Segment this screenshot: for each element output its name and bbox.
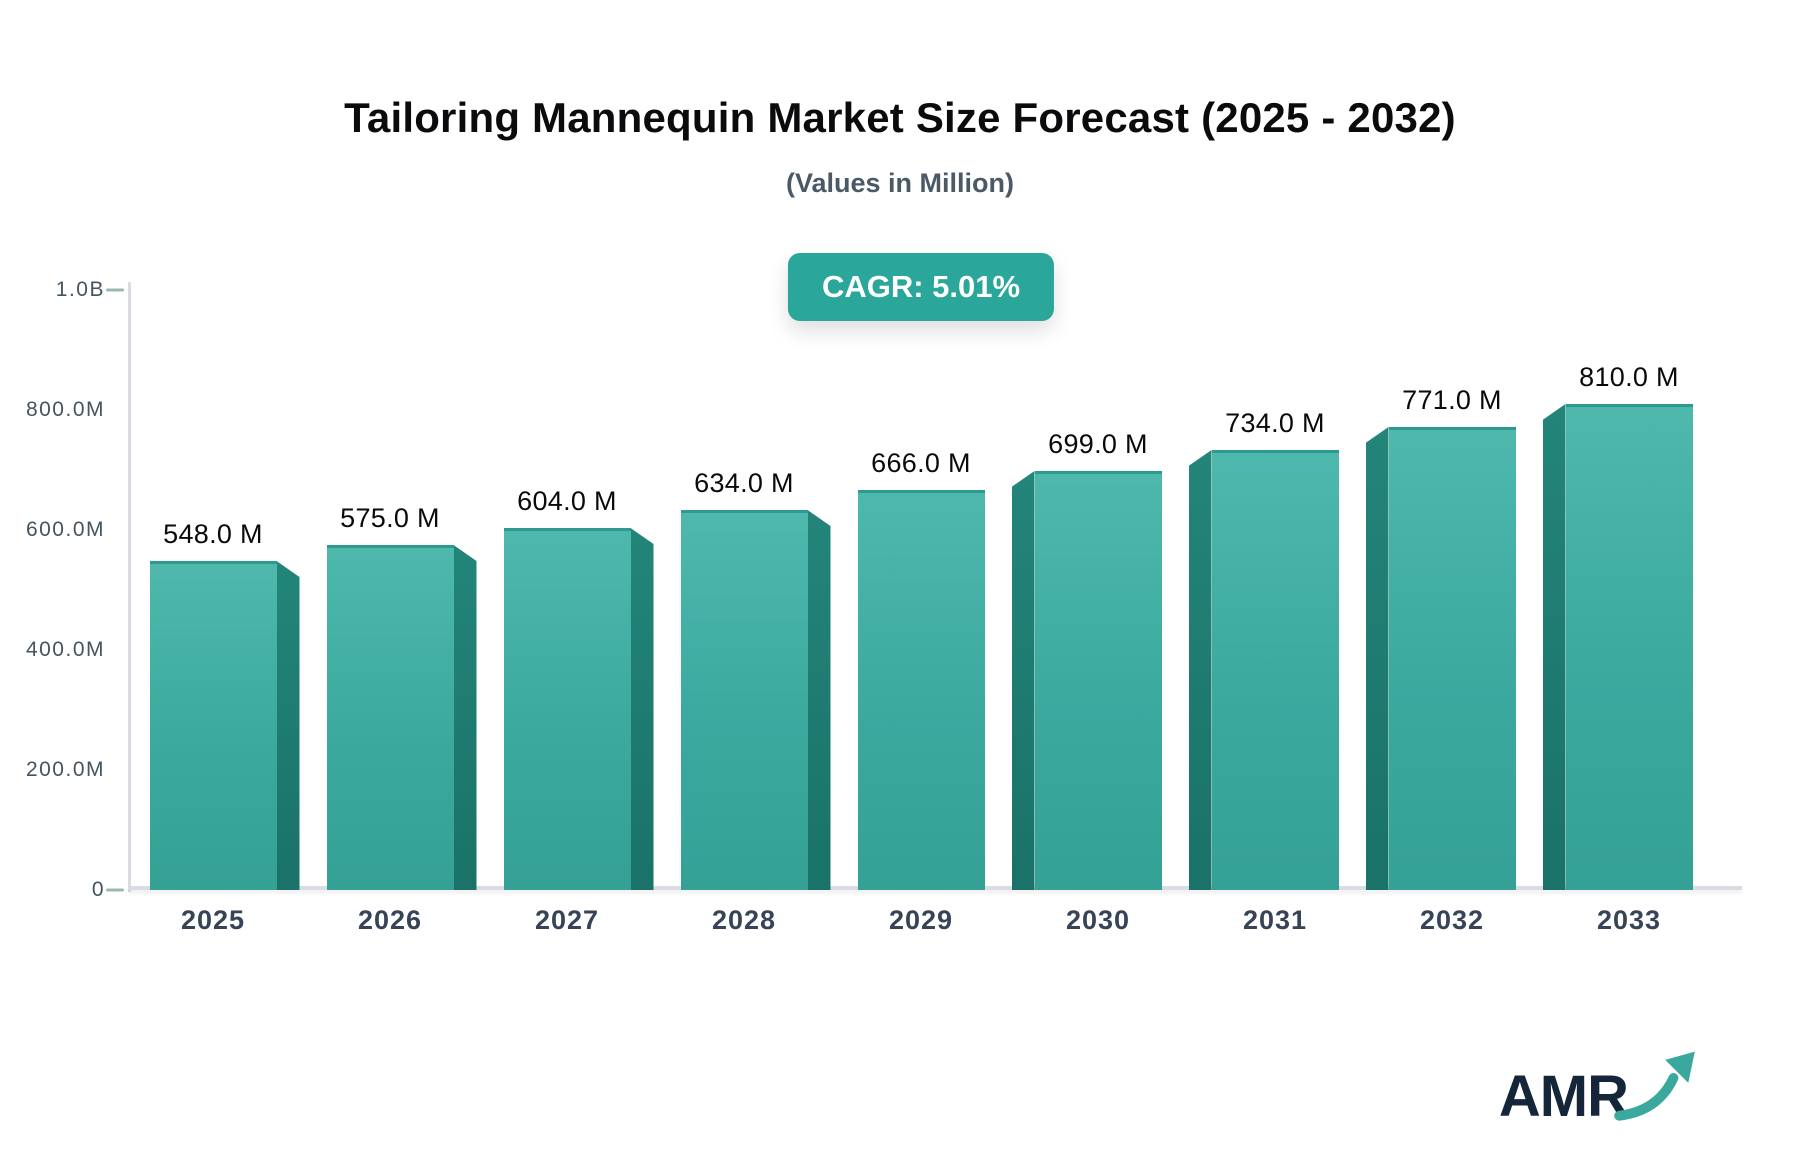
bar	[149, 561, 277, 890]
chart-title: Tailoring Mannequin Market Size Forecast…	[344, 94, 1456, 141]
x-axis-label: 2026	[357, 905, 423, 935]
cagr-badge: CAGR: 5.01%	[787, 253, 1055, 321]
bar-value-label: 634.0 M	[694, 468, 794, 498]
x-axis-label: 2027	[534, 905, 600, 935]
bar-side-face	[1365, 427, 1389, 890]
y-axis-tick	[106, 888, 124, 892]
bar	[857, 490, 985, 890]
y-axis-label: 0	[91, 878, 105, 901]
bar-value-label: 548.0 M	[163, 519, 263, 549]
bar-value-label: 575.0 M	[340, 503, 440, 533]
x-axis-label: 2028	[711, 905, 777, 935]
bar-side-face	[630, 528, 654, 890]
y-axis-label: 400.0M	[25, 638, 105, 661]
x-axis-label: 2025	[180, 905, 246, 935]
bar-value-label: 666.0 M	[871, 448, 971, 478]
y-axis-tick	[106, 288, 124, 292]
x-axis-label: 2033	[1596, 905, 1662, 935]
bar-side-face	[1011, 471, 1035, 890]
y-axis-label: 1.0B	[55, 278, 105, 301]
bar-value-label: 699.0 M	[1048, 429, 1148, 459]
bar-side-face	[1542, 404, 1566, 890]
y-axis-label: 600.0M	[25, 518, 105, 541]
bar	[1388, 427, 1516, 890]
bar	[1565, 404, 1693, 890]
bar-value-label: 771.0 M	[1402, 385, 1502, 415]
amr-logo: AMR	[1499, 1050, 1700, 1126]
amr-logo-text: AMR	[1498, 1064, 1629, 1129]
y-axis-label: 200.0M	[25, 758, 105, 781]
bar-value-label: 734.0 M	[1225, 408, 1325, 438]
x-axis-label: 2031	[1242, 905, 1308, 935]
bar-side-face	[1188, 450, 1212, 890]
bar-side-face	[807, 510, 831, 890]
x-axis-label: 2032	[1419, 905, 1485, 935]
chart-subtitle: (Values in Million)	[785, 168, 1015, 198]
bar	[503, 528, 631, 890]
y-axis-line	[128, 282, 131, 892]
growth-arrow-icon	[1614, 1051, 1695, 1121]
bar-side-face	[453, 545, 477, 890]
bar-side-face	[276, 561, 300, 890]
bar-value-label: 604.0 M	[517, 486, 617, 516]
bar	[680, 510, 808, 890]
x-axis-label: 2030	[1065, 905, 1131, 935]
bar	[1034, 471, 1162, 890]
y-axis-label: 800.0M	[25, 398, 105, 421]
bar	[1211, 450, 1339, 890]
bar-value-label: 810.0 M	[1579, 362, 1679, 392]
x-axis-label: 2029	[888, 905, 954, 935]
bar	[326, 545, 454, 890]
